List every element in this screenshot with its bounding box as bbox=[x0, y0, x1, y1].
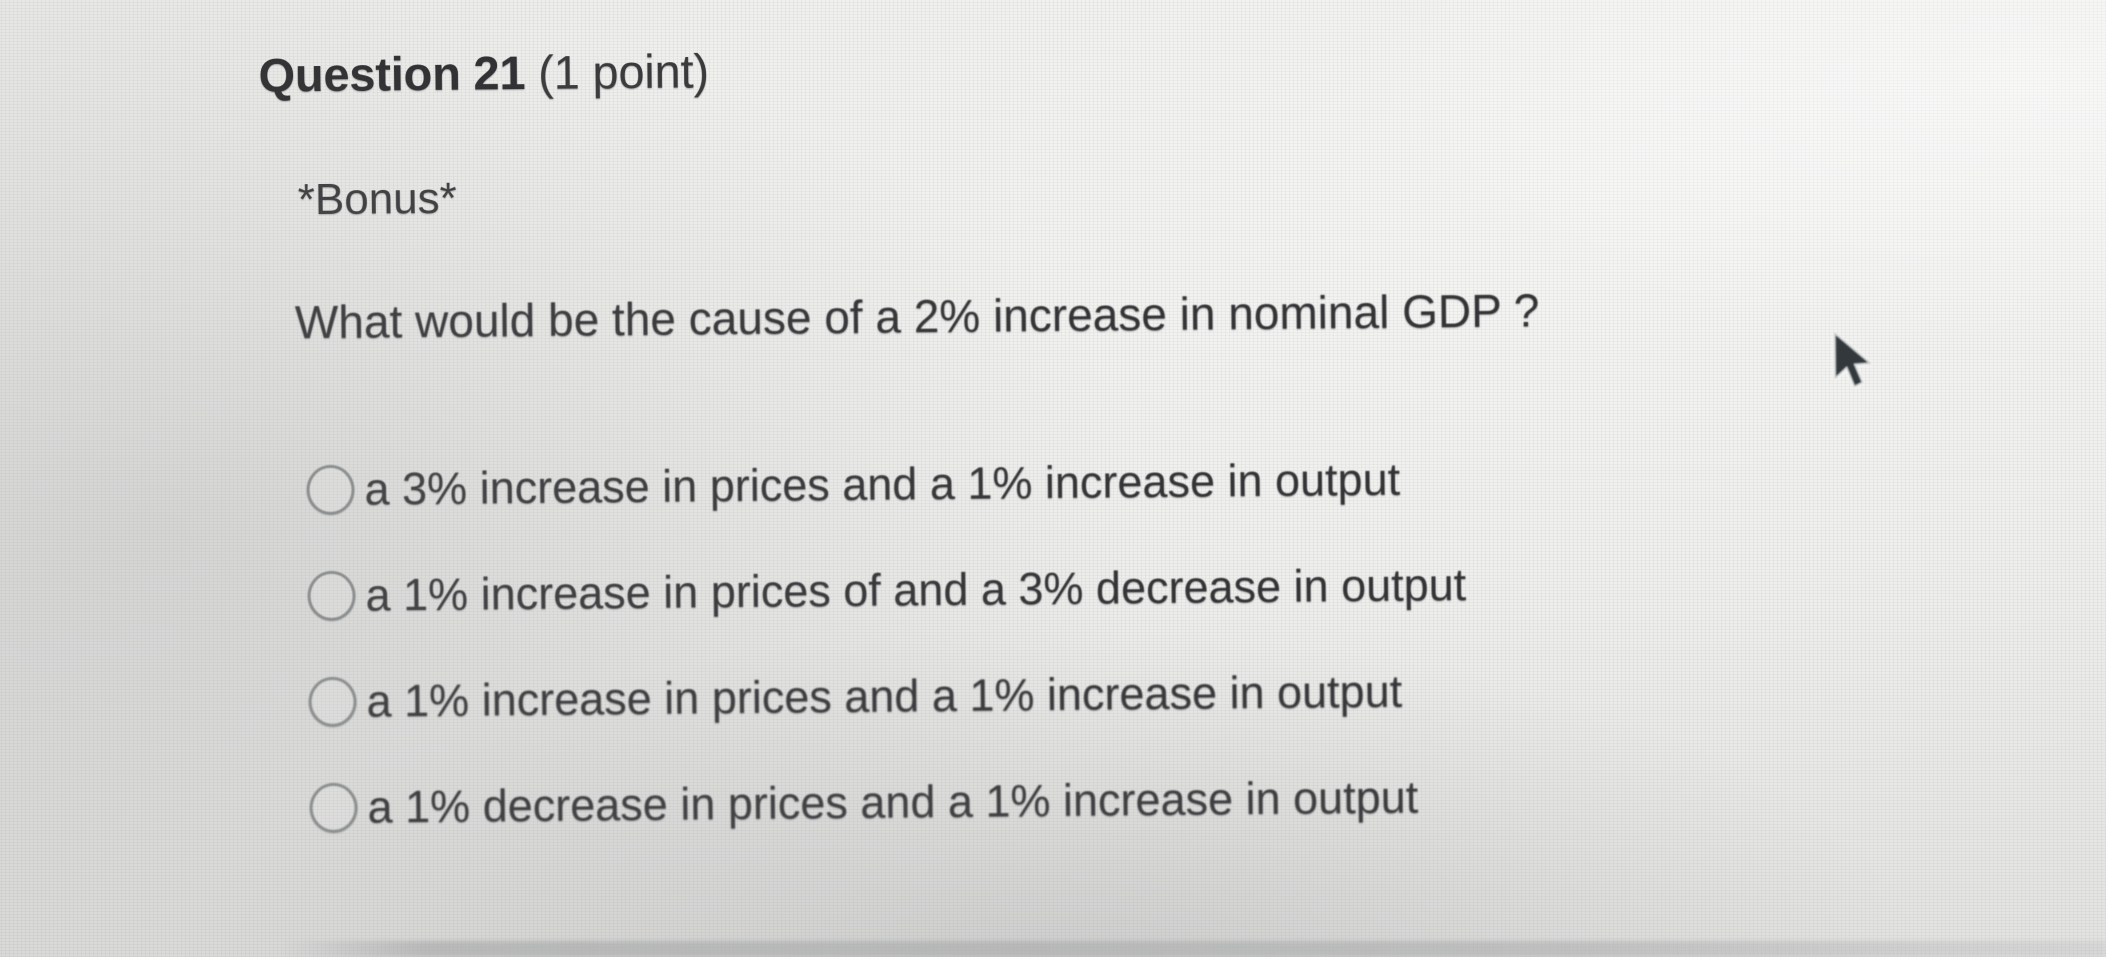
question-number: Question 21 bbox=[258, 46, 526, 102]
answer-option-d-label: a 1% decrease in prices and a 1% increas… bbox=[367, 771, 1419, 833]
question-header: Question 21 (1 point) bbox=[258, 43, 709, 102]
bonus-tag: *Bonus* bbox=[297, 173, 458, 225]
radio-button-icon-b[interactable] bbox=[307, 570, 356, 622]
answer-option-c[interactable]: a 1% increase in prices and a 1% increas… bbox=[308, 638, 1468, 755]
bottom-shadow-band bbox=[282, 941, 2106, 957]
question-prompt: What would be the cause of a 2% increase… bbox=[294, 284, 1540, 349]
answer-option-b[interactable]: a 1% increase in prices of and a 3% decr… bbox=[307, 532, 1467, 649]
answer-option-c-label: a 1% increase in prices and a 1% increas… bbox=[366, 665, 1403, 727]
radio-button-icon-d[interactable] bbox=[309, 782, 358, 834]
question-points: (1 point) bbox=[537, 44, 710, 99]
answer-option-a[interactable]: a 3% increase in prices and a 1% increas… bbox=[306, 426, 1466, 543]
radio-button-icon-a[interactable] bbox=[306, 464, 355, 516]
answer-options-group: a 3% increase in prices and a 1% increas… bbox=[306, 426, 1469, 861]
answer-option-a-label: a 3% increase in prices and a 1% increas… bbox=[364, 453, 1401, 515]
mouse-arrow-cursor-icon bbox=[1834, 332, 1871, 388]
radio-button-icon-c[interactable] bbox=[308, 676, 357, 728]
answer-option-b-label: a 1% increase in prices of and a 3% decr… bbox=[365, 559, 1467, 621]
answer-option-d[interactable]: a 1% decrease in prices and a 1% increas… bbox=[309, 744, 1469, 861]
